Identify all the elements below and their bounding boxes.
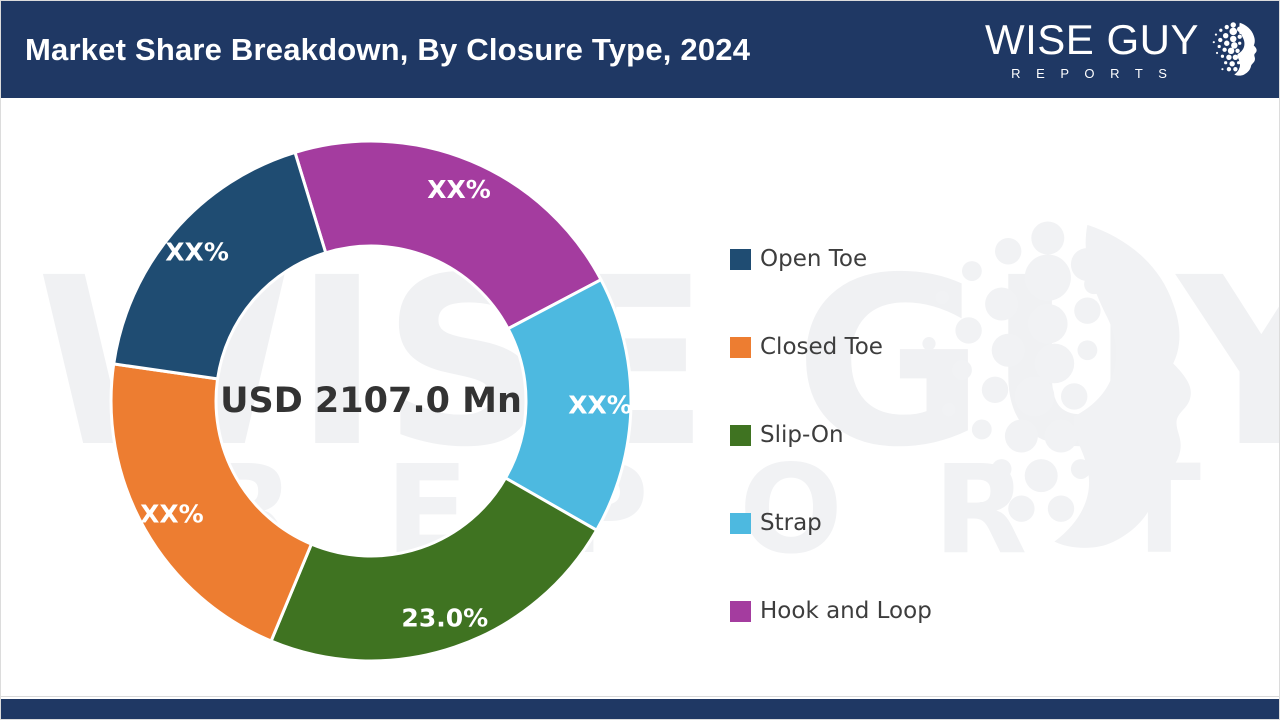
legend-swatch-open-toe xyxy=(730,248,751,270)
legend-item-slip-on: Slip-On xyxy=(730,421,932,449)
legend-swatch-closed-toe xyxy=(730,336,751,358)
slice-label-slip-on: 23.0% xyxy=(401,603,488,632)
watermark-face-dots xyxy=(922,221,1191,548)
page-title: Market Share Breakdown, By Closure Type,… xyxy=(25,31,751,67)
legend-item-hook-and-loop: Hook and Loop xyxy=(730,597,932,625)
legend-item-closed-toe: Closed Toe xyxy=(730,333,932,361)
logo-face-dots-icon xyxy=(1212,21,1257,76)
legend-label: Hook and Loop xyxy=(760,598,932,624)
legend-label: Strap xyxy=(760,510,822,536)
slice-label-closed-toe: XX% xyxy=(140,500,204,529)
wiseguy-logo: WISE GUY R E P O R T S xyxy=(985,12,1257,88)
footer-bar xyxy=(1,699,1279,719)
logo-subtitle: R E P O R T S xyxy=(1011,65,1173,81)
legend-item-open-toe: Open Toe xyxy=(730,245,932,273)
legend-label: Slip-On xyxy=(760,422,844,448)
legend-label: Closed Toe xyxy=(760,334,883,360)
legend-swatch-hook-and-loop xyxy=(730,600,751,622)
legend-swatch-slip-on xyxy=(730,424,751,446)
logo-wordmark: WISE GUY xyxy=(984,15,1199,63)
legend-swatch-strap xyxy=(730,512,751,534)
body-divider xyxy=(1,696,1279,697)
legend-item-strap: Strap xyxy=(730,509,932,537)
slice-label-hook-and-loop: XX% xyxy=(427,175,491,204)
chart-legend: Open Toe Closed Toe Slip-On Strap Hook and L… xyxy=(730,245,932,685)
legend-label: Open Toe xyxy=(760,246,868,272)
logo-text: WISE GUY R E P O R T S xyxy=(984,15,1199,81)
header-bar: Market Share Breakdown, By Closure Type,… xyxy=(1,1,1279,98)
